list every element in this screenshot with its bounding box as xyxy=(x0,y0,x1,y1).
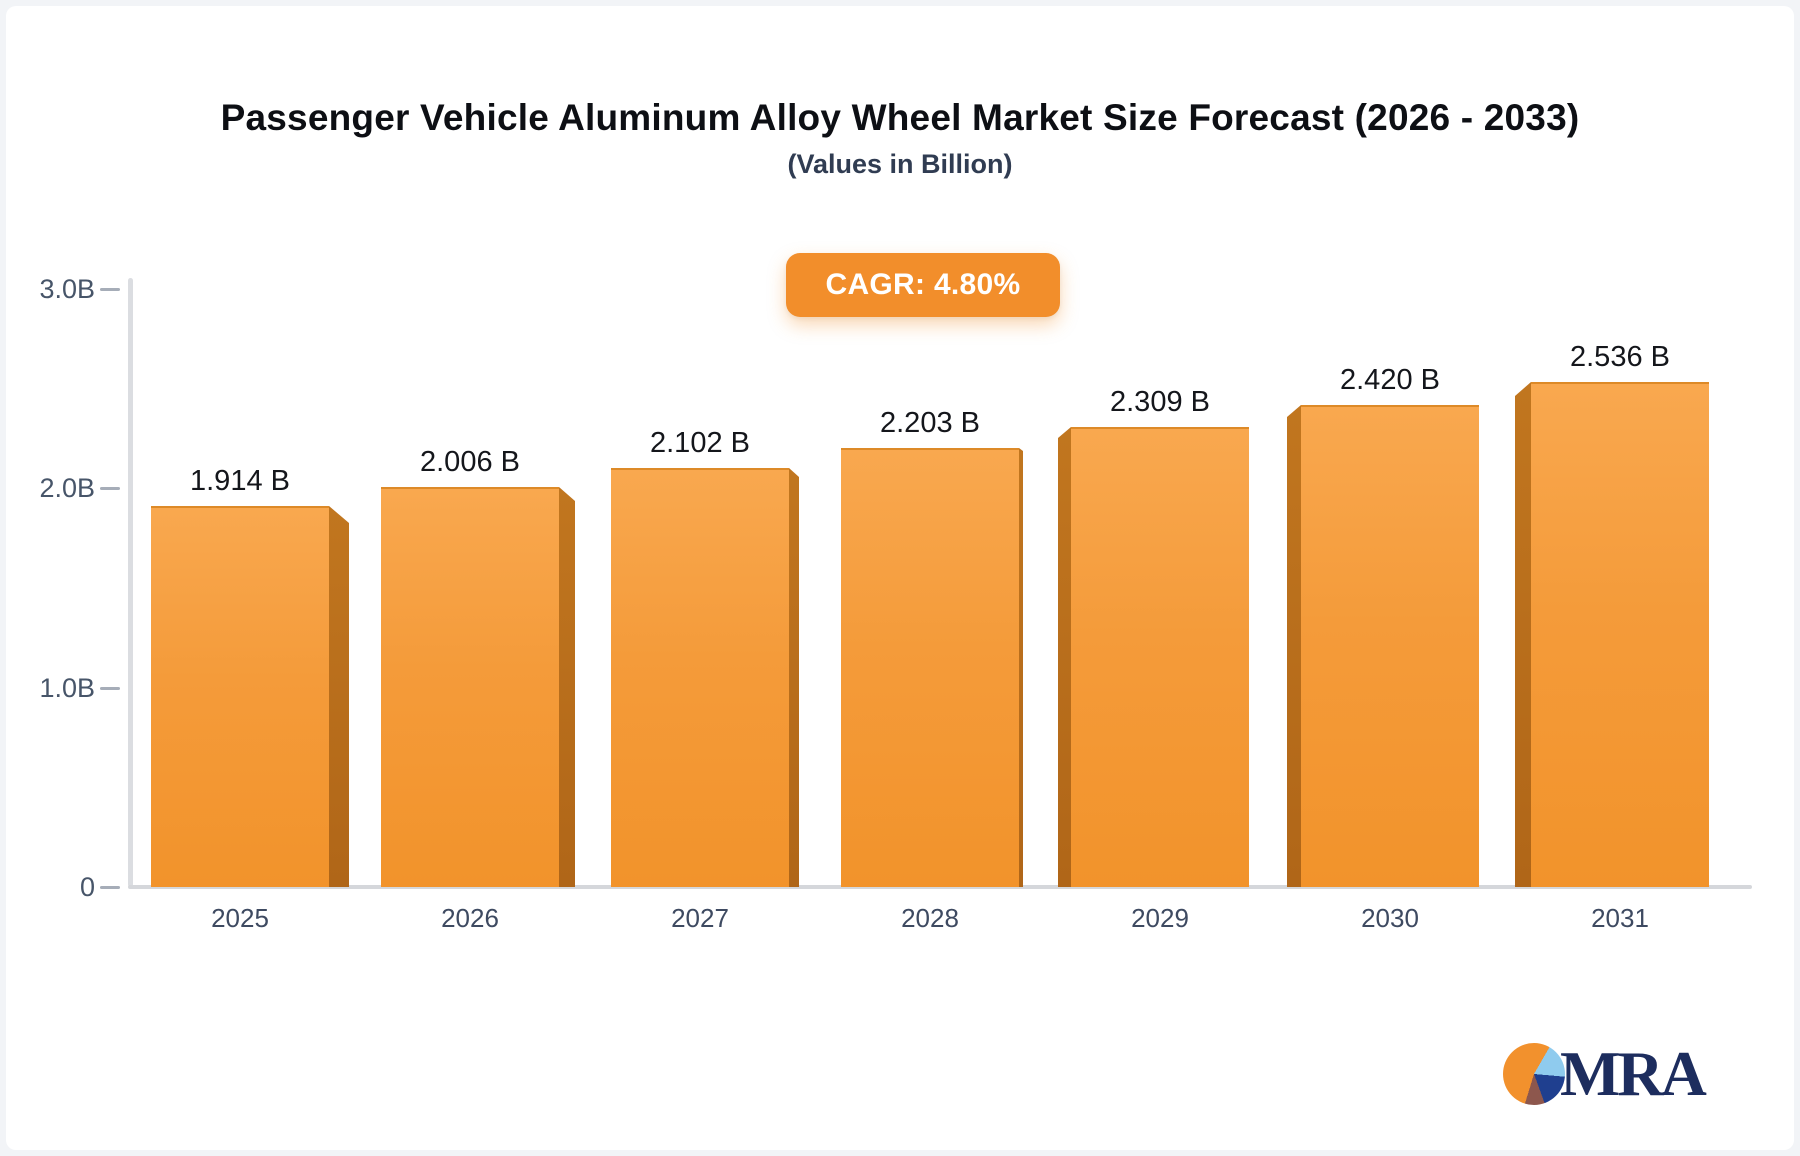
y-axis-tick xyxy=(100,687,120,690)
bar-value-label-2030: 2.420 B xyxy=(1340,364,1440,396)
y-axis-tick xyxy=(100,487,120,490)
y-axis-tick xyxy=(100,288,120,291)
bar-2029 xyxy=(1071,427,1249,887)
bar-2025 xyxy=(151,506,329,887)
bar-value-label-2027: 2.102 B xyxy=(650,427,750,459)
x-axis-label-2026: 2026 xyxy=(441,903,499,933)
bar-2028 xyxy=(841,448,1019,887)
logo-text: MRA xyxy=(1560,1038,1707,1109)
mra-logo: MRA xyxy=(1500,1036,1780,1116)
cagr-badge-label: CAGR: 4.80% xyxy=(825,268,1021,301)
bar-value-label-2028: 2.203 B xyxy=(880,407,980,439)
y-axis-tick xyxy=(100,886,120,889)
cagr-badge: CAGR: 4.80% xyxy=(786,253,1060,317)
x-axis-label-2029: 2029 xyxy=(1131,903,1189,933)
chart-subtitle: (Values in Billion) xyxy=(787,149,1013,179)
y-axis-line xyxy=(128,278,133,887)
bar-2031 xyxy=(1531,382,1709,887)
bar-value-label-2026: 2.006 B xyxy=(420,446,520,478)
bar-value-label-2029: 2.309 B xyxy=(1110,386,1210,418)
y-axis-tick-label: 1.0B xyxy=(39,673,95,703)
y-axis-tick-label: 3.0B xyxy=(39,274,95,304)
x-axis-label-2028: 2028 xyxy=(901,903,959,933)
x-axis-line xyxy=(128,885,1752,889)
bar-3d-side-2029 xyxy=(1058,427,1071,887)
pie-chart-logo-icon xyxy=(1503,1043,1565,1105)
bar-2030 xyxy=(1301,405,1479,887)
bar-3d-side-2026 xyxy=(559,487,575,887)
bar-value-label-2031: 2.536 B xyxy=(1570,341,1670,373)
bar-2027 xyxy=(611,468,789,887)
bar-3d-side-2030 xyxy=(1287,405,1301,887)
bar-value-label-2025: 1.914 B xyxy=(190,465,290,497)
y-axis-tick-label: 0 xyxy=(79,872,95,902)
x-axis-label-2027: 2027 xyxy=(671,903,729,933)
bar-3d-side-2031 xyxy=(1515,382,1531,887)
x-axis-label-2030: 2030 xyxy=(1361,903,1419,933)
chart-title: Passenger Vehicle Aluminum Alloy Wheel M… xyxy=(220,97,1580,138)
x-axis-label-2031: 2031 xyxy=(1591,903,1649,933)
x-axis-label-2025: 2025 xyxy=(211,903,269,933)
y-axis-tick-label: 2.0B xyxy=(39,473,95,503)
bar-2026 xyxy=(381,487,559,887)
bar-3d-side-2028 xyxy=(1019,448,1023,887)
bar-3d-side-2025 xyxy=(329,506,349,887)
bar-3d-side-2027 xyxy=(789,468,799,887)
